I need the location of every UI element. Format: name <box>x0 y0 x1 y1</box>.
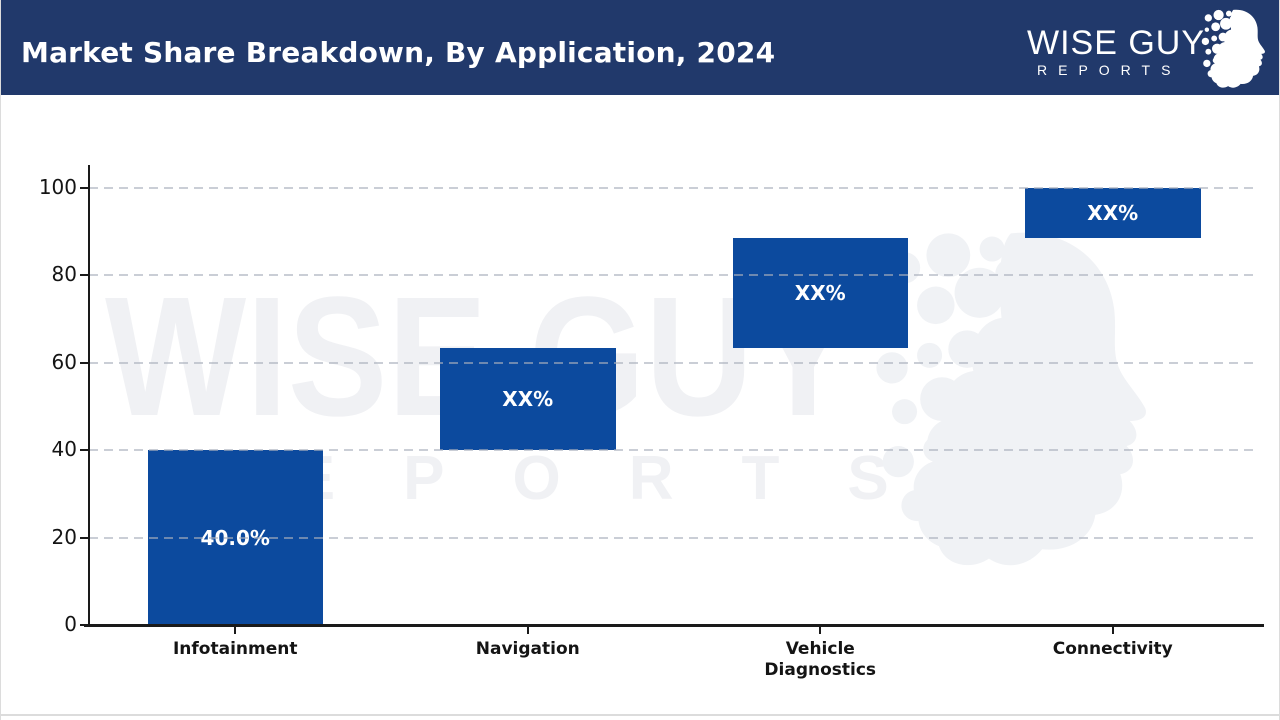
y-axis-tick-mark <box>80 536 88 539</box>
page-title: Market Share Breakdown, By Application, … <box>21 36 776 69</box>
gridline-40 <box>89 449 1259 452</box>
page-bottom-border <box>1 714 1279 716</box>
y-axis-tick-label: 100 <box>38 175 77 199</box>
logo-wordmark: WISE GUY <box>1027 24 1206 62</box>
y-axis-tick-label: 40 <box>51 437 77 462</box>
gridline-20 <box>89 536 1259 539</box>
x-axis-category-label: Connectivity <box>1052 639 1173 659</box>
logo-subtext: REPORTS <box>1037 62 1182 78</box>
head-profile-dots-icon <box>1201 7 1267 89</box>
bar-value-label: XX% <box>502 386 554 411</box>
y-axis-tick-mark <box>80 361 88 364</box>
y-axis-tick-mark <box>80 274 88 277</box>
bar-navigation: XX% <box>440 347 616 451</box>
y-axis-tick-label: 0 <box>64 612 77 636</box>
bar-connectivity: XX% <box>1025 188 1201 239</box>
x-axis-tick-mark <box>819 627 822 634</box>
x-axis-category-label: Navigation <box>475 639 580 659</box>
y-axis-tick-label: 80 <box>51 262 77 287</box>
x-axis-category-label: Infotainment <box>172 639 298 659</box>
brand-logo: WISE GUY REPORTS <box>1027 4 1267 92</box>
gridline-80 <box>89 274 1259 277</box>
gridline-60 <box>89 361 1259 364</box>
x-axis-tick-mark <box>234 627 237 634</box>
x-axis-tick-mark <box>1111 627 1114 634</box>
x-axis-line <box>84 624 1264 627</box>
header-banner: Market Share Breakdown, By Application, … <box>1 0 1279 95</box>
y-axis-line <box>88 165 90 627</box>
bar-value-label: XX% <box>1087 201 1139 226</box>
bar-value-label: XX% <box>794 280 846 305</box>
gridline-100 <box>89 187 1259 189</box>
x-axis-tick-mark <box>526 627 529 634</box>
y-axis-tick-label: 20 <box>51 524 77 549</box>
y-axis-tick-mark <box>80 187 88 189</box>
bar-vehicle-diagnostics: XX% <box>732 238 908 348</box>
y-axis-tick-label: 60 <box>51 349 77 374</box>
y-axis-tick-mark <box>80 449 88 452</box>
x-axis-category-label: Vehicle Diagnostics <box>764 639 877 681</box>
